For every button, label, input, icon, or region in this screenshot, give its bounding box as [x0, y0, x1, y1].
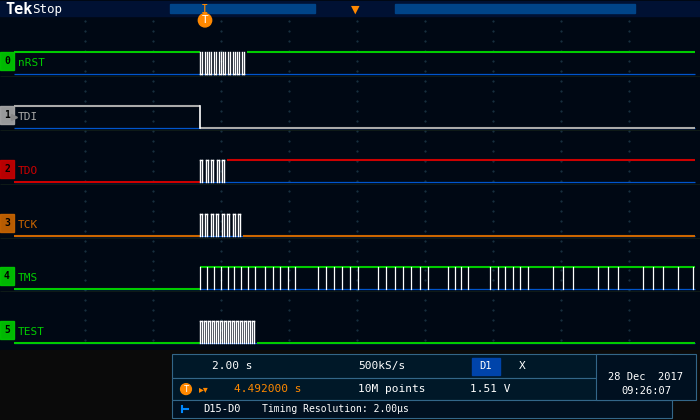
- Text: ▸▾: ▸▾: [199, 384, 209, 394]
- Text: 09:26:07: 09:26:07: [621, 386, 671, 396]
- Text: 2: 2: [4, 164, 10, 174]
- Text: 10M points: 10M points: [358, 384, 426, 394]
- Text: Stop: Stop: [32, 3, 62, 16]
- Bar: [0, 106, 14, 124]
- Text: 1: 1: [4, 110, 10, 120]
- Text: 28 Dec  2017: 28 Dec 2017: [608, 372, 683, 382]
- Text: TMS: TMS: [18, 273, 38, 284]
- Text: 4: 4: [4, 271, 10, 281]
- Text: 4.492000 s: 4.492000 s: [234, 384, 302, 394]
- Text: 5: 5: [4, 325, 10, 335]
- Text: X: X: [519, 361, 526, 371]
- Bar: [472, 358, 500, 375]
- Text: 2.00 s: 2.00 s: [211, 361, 252, 371]
- Text: D15-D0: D15-D0: [203, 404, 241, 414]
- Bar: [596, 354, 696, 400]
- Bar: [395, 4, 635, 13]
- Text: T: T: [183, 385, 189, 394]
- Text: TCK: TCK: [18, 220, 38, 230]
- Bar: [0, 160, 14, 178]
- Text: T: T: [202, 15, 209, 25]
- Text: 1.51 V: 1.51 V: [470, 384, 510, 394]
- Text: nRST: nRST: [18, 58, 45, 68]
- Bar: [170, 4, 315, 13]
- Text: TEST: TEST: [18, 327, 45, 337]
- Text: TDI: TDI: [18, 112, 38, 122]
- Bar: [0, 52, 14, 70]
- Bar: [0, 1, 700, 16]
- Bar: [172, 354, 672, 378]
- Bar: [172, 378, 672, 400]
- Text: 3: 3: [4, 218, 10, 228]
- Text: Tek: Tek: [5, 2, 32, 17]
- Text: 500kS/s: 500kS/s: [358, 361, 405, 371]
- Text: TDO: TDO: [18, 166, 38, 176]
- Bar: [0, 321, 14, 339]
- Bar: [172, 400, 672, 418]
- Text: D1: D1: [480, 361, 492, 371]
- Bar: [0, 350, 700, 420]
- Text: I: I: [202, 3, 209, 16]
- Bar: [0, 214, 14, 231]
- Bar: [0, 268, 14, 286]
- Text: ▼: ▼: [351, 4, 359, 14]
- Text: Timing Resolution: 2.00μs: Timing Resolution: 2.00μs: [262, 404, 408, 414]
- Text: 0: 0: [4, 56, 10, 66]
